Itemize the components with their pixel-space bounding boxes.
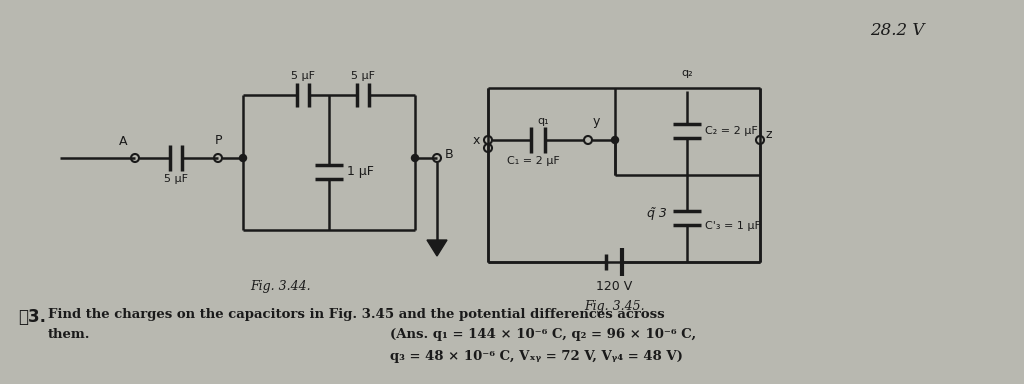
Text: q₃ = 48 × 10⁻⁶ C, Vₓᵧ = 72 V, Vᵧ₄ = 48 V): q₃ = 48 × 10⁻⁶ C, Vₓᵧ = 72 V, Vᵧ₄ = 48 V…	[390, 350, 683, 363]
Text: P: P	[214, 134, 222, 147]
Text: Fig. 3.45.: Fig. 3.45.	[585, 300, 645, 313]
Text: x: x	[473, 134, 480, 147]
Text: q̃ 3: q̃ 3	[647, 207, 667, 220]
Text: C₁ = 2 μF: C₁ = 2 μF	[507, 156, 559, 166]
Circle shape	[611, 136, 618, 144]
Text: them.: them.	[48, 328, 90, 341]
Text: 28.2 V: 28.2 V	[870, 22, 925, 39]
Circle shape	[240, 154, 247, 162]
Text: C'₃ = 1 μF: C'₃ = 1 μF	[705, 221, 761, 231]
Polygon shape	[427, 240, 447, 256]
Text: B: B	[445, 147, 454, 161]
Circle shape	[412, 154, 419, 162]
Text: z: z	[765, 129, 771, 141]
Text: Find the charges on the capacitors in Fig. 3.45 and the potential differences ac: Find the charges on the capacitors in Fi…	[48, 308, 665, 321]
Text: 𝛽3.: 𝛽3.	[18, 308, 46, 326]
Text: y: y	[593, 115, 600, 128]
Text: 5 μF: 5 μF	[164, 174, 188, 184]
Text: (Ans. q₁ = 144 × 10⁻⁶ C, q₂ = 96 × 10⁻⁶ C,: (Ans. q₁ = 144 × 10⁻⁶ C, q₂ = 96 × 10⁻⁶ …	[390, 328, 696, 341]
Text: q₁: q₁	[538, 116, 549, 126]
Text: 5 μF: 5 μF	[291, 71, 315, 81]
Text: q₂: q₂	[681, 68, 693, 78]
Text: C₂ = 2 μF: C₂ = 2 μF	[705, 126, 758, 136]
Text: A: A	[119, 135, 127, 148]
Text: 5 μF: 5 μF	[351, 71, 375, 81]
Text: Fig. 3.44.: Fig. 3.44.	[250, 280, 310, 293]
Text: 120 V: 120 V	[596, 280, 632, 293]
Text: 1 μF: 1 μF	[347, 166, 374, 179]
